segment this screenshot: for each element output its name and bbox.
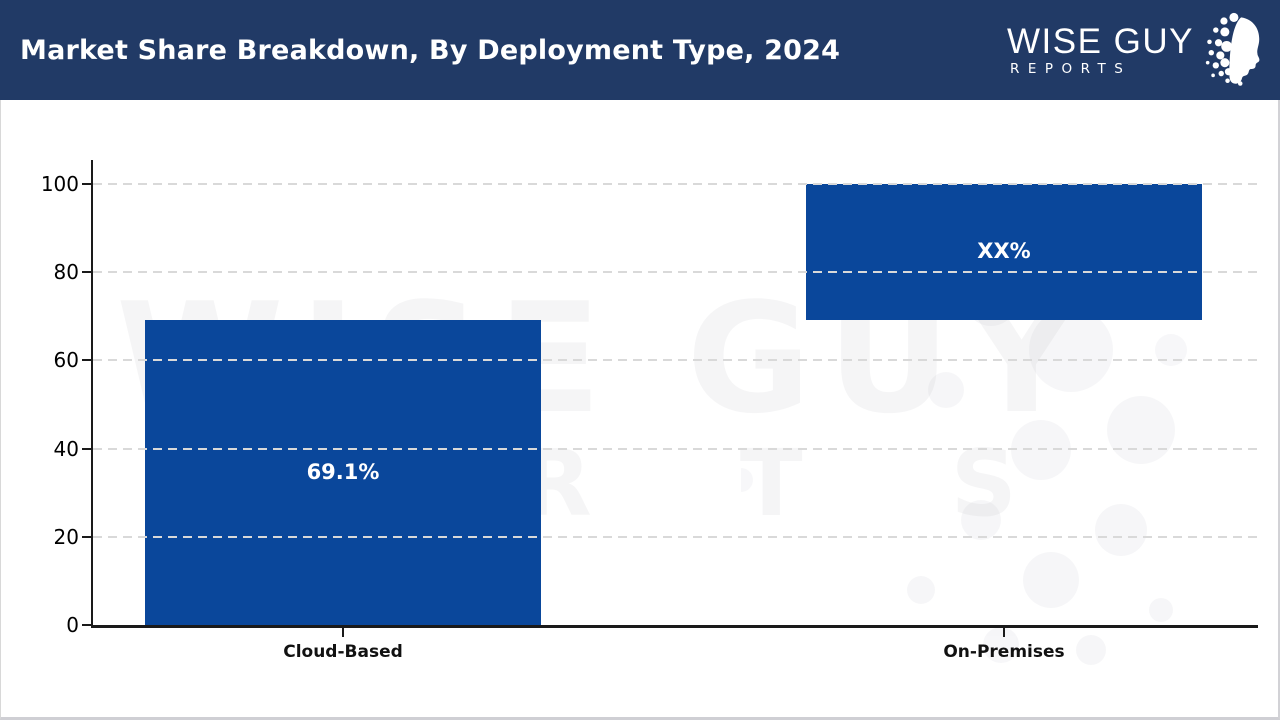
- page-title: Market Share Breakdown, By Deployment Ty…: [20, 34, 841, 66]
- wise-guy-reports-logo: WISE GUY REPORTS: [1007, 12, 1280, 88]
- y-axis-tick-label: 60: [53, 348, 79, 373]
- plot-area: 0 20 40 60 80 100 69.1% Cloud-Based XX% On-Premis…: [41, 160, 1258, 662]
- y-axis-tick-mark: [82, 447, 91, 450]
- gridline-y100: [93, 183, 1258, 185]
- header-banner: Market Share Breakdown, By Deployment Ty…: [0, 0, 1280, 100]
- y-axis-tick-mark: [82, 183, 91, 185]
- bar-value-label: XX%: [977, 239, 1031, 264]
- y-axis-tick-mark: [82, 271, 91, 274]
- gridline-y40: [93, 447, 1258, 450]
- y-axis-tick-label: 40: [53, 436, 79, 461]
- gridline-y80: [93, 271, 1258, 274]
- logo-subtitle: REPORTS: [1009, 60, 1132, 77]
- watermark-dotted-head: [741, 274, 1187, 665]
- y-axis-tick-mark: [82, 535, 91, 538]
- y-axis-tick-label: 100: [40, 172, 79, 196]
- bar-cloud-based: 69.1%: [145, 320, 541, 625]
- x-axis-tick-mark: [1003, 628, 1005, 637]
- logo-wordmark: WISE GUY: [1006, 21, 1194, 61]
- y-axis-tick-label: 0: [66, 613, 79, 637]
- gridline-y60: [93, 359, 1258, 362]
- x-axis-tick-mark: [342, 628, 344, 637]
- x-axis-category-label: Cloud-Based: [283, 642, 403, 662]
- bar-value-label: 69.1%: [306, 459, 380, 484]
- dotted-head-logo-icon: [1205, 12, 1260, 86]
- x-axis-category-label: On-Premises: [943, 642, 1065, 662]
- y-axis-tick-label: 20: [53, 524, 79, 549]
- chart-canvas: WISE GUY R T S 0 20 40 60 80 100 69.1% Cloud-Ba…: [0, 100, 1280, 720]
- y-axis-tick-mark: [82, 359, 91, 362]
- gridline-y20: [93, 535, 1258, 538]
- y-axis-tick-mark: [82, 624, 91, 626]
- bar-on-premises: XX%: [806, 184, 1202, 321]
- y-axis-tick-label: 80: [53, 260, 79, 285]
